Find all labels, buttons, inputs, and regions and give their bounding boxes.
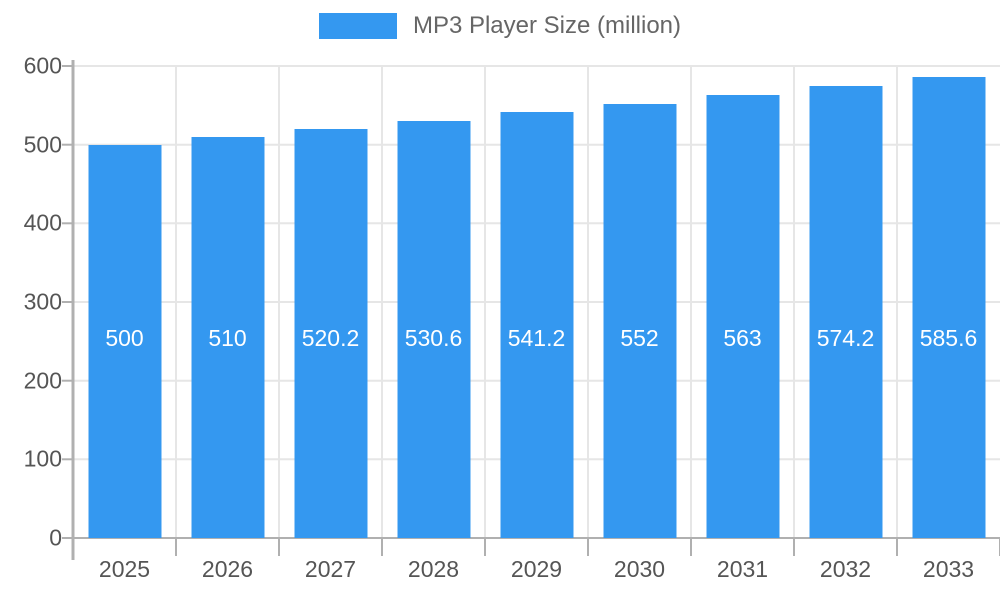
bar-value-label: 520.2 <box>301 325 360 351</box>
x-tick-label-2028: 2028 <box>407 556 460 582</box>
x-tick-label-2032: 2032 <box>819 556 872 582</box>
bar-2025[interactable] <box>88 144 161 538</box>
x-tick-label-2025: 2025 <box>98 556 151 582</box>
bar-slot: 585.6 <box>897 0 1000 600</box>
bar-slot: 520.2 <box>279 0 382 600</box>
bar-slot: 574.2 <box>794 0 897 600</box>
y-tick-label: 300 <box>23 288 62 315</box>
bar-series-mp3-player-size: 500 510 520.2 530.6 541.2 552 <box>73 0 1000 600</box>
bar-slot: 563 <box>691 0 794 600</box>
bar-2033[interactable] <box>912 77 985 538</box>
bar-2029[interactable] <box>500 112 573 538</box>
bar-slot: 500 <box>73 0 176 600</box>
legend-item-mp3-player-size[interactable]: MP3 Player Size (million) <box>318 12 682 40</box>
x-tick-label-2029: 2029 <box>510 556 563 582</box>
bar-2032[interactable] <box>809 86 882 538</box>
y-tick-label: 100 <box>23 445 62 472</box>
chart-legend: MP3 Player Size (million) <box>0 12 1000 40</box>
legend-label: MP3 Player Size (million) <box>412 12 682 39</box>
x-tick-label-2027: 2027 <box>304 556 357 582</box>
bar-2026[interactable] <box>191 136 264 538</box>
y-axis-tick-labels: 0 100 200 300 400 500 600 <box>0 0 62 600</box>
bar-value-label: 552 <box>620 325 659 351</box>
y-tick-label: 200 <box>23 367 62 394</box>
bar-slot: 530.6 <box>382 0 485 600</box>
bar-value-label: 530.6 <box>404 325 463 351</box>
y-tick-label: 600 <box>23 52 62 79</box>
bar-2031[interactable] <box>706 95 779 538</box>
bar-value-label: 585.6 <box>919 325 978 351</box>
bar-value-label: 563 <box>723 325 762 351</box>
bar-slot: 510 <box>176 0 279 600</box>
y-tick-label: 500 <box>23 131 62 158</box>
bar-slot: 552 <box>588 0 691 600</box>
x-tick-label-2033: 2033 <box>922 556 975 582</box>
x-tick-label-2026: 2026 <box>201 556 254 582</box>
bar-2030[interactable] <box>603 103 676 538</box>
x-tick-label-2031: 2031 <box>716 556 769 582</box>
bar-2028[interactable] <box>397 120 470 538</box>
x-axis-tick-labels: 2025 2026 2027 2028 2029 2030 2031 2032 … <box>73 556 1000 583</box>
y-tick-label: 400 <box>23 209 62 236</box>
bar-slot: 541.2 <box>485 0 588 600</box>
bar-2027[interactable] <box>294 128 367 538</box>
bar-value-label: 541.2 <box>507 325 566 351</box>
x-tick-label-2030: 2030 <box>613 556 666 582</box>
bar-value-label: 500 <box>105 325 144 351</box>
y-tick-label: 0 <box>49 524 62 551</box>
bar-value-label: 510 <box>208 325 247 351</box>
bar-value-label: 574.2 <box>816 325 875 351</box>
legend-swatch-icon <box>318 13 397 39</box>
